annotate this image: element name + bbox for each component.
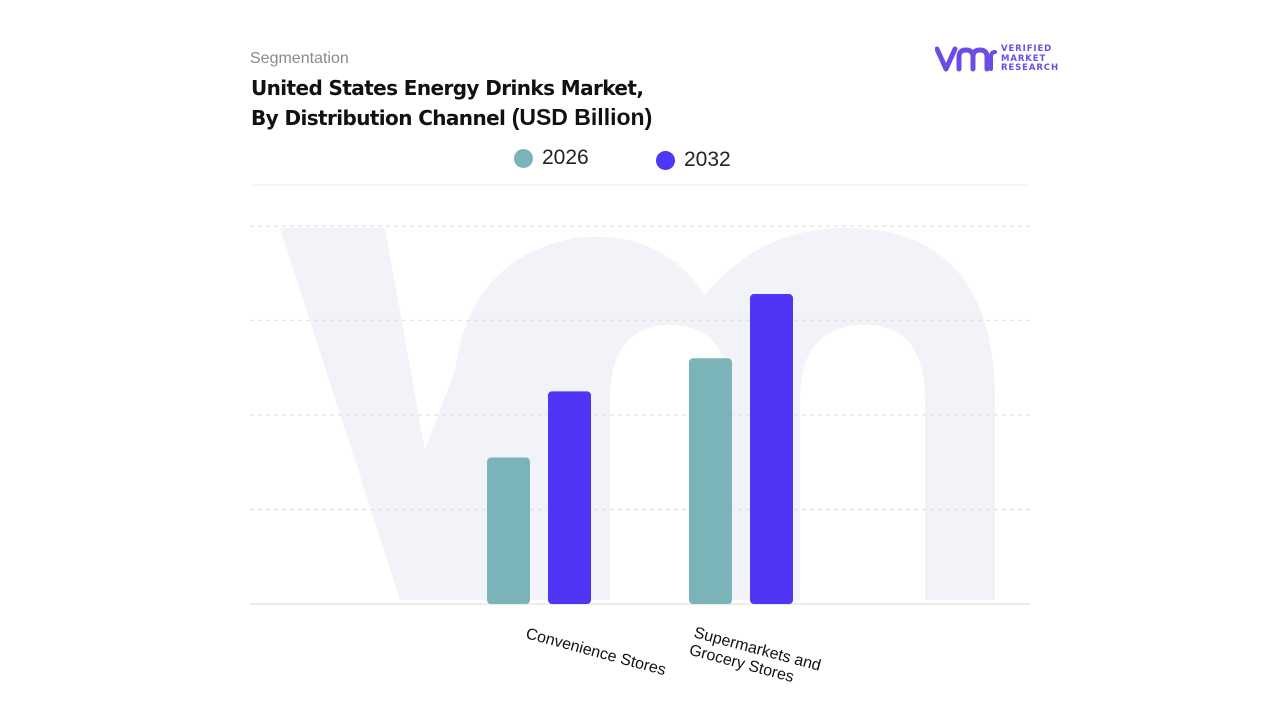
title-line-2: By Distribution Channel (USD Billion) [251, 103, 652, 133]
gridlines [250, 184, 1030, 605]
bar-2026-1 [689, 358, 732, 604]
x-tick-label-line: Convenience Stores [524, 625, 668, 679]
logo-line-1: VERIFIED [1001, 44, 1053, 54]
legend-swatch-2026 [514, 148, 533, 168]
watermark-shape [280, 228, 995, 600]
watermark [280, 228, 995, 600]
chart-title: United States Energy Drinks Market, By D… [251, 74, 652, 133]
x-tick-label-1: Supermarkets andGrocery Stores [687, 624, 822, 692]
legend-item-2032: 2032 [656, 148, 731, 172]
title-unit: (USD Billion) [511, 104, 653, 130]
vmr-logo-text: VERIFIED MARKET RESEARCH [1001, 44, 1059, 74]
legend-label-2032: 2032 [684, 148, 731, 171]
chart-legend: 2026 2032 [0, 146, 1280, 176]
bar-2026-0 [487, 457, 530, 604]
legend-label-2026: 2026 [542, 146, 589, 169]
legend-item-2026: 2026 [514, 146, 589, 170]
segment-label: Segmentation [250, 50, 349, 67]
logo-line-3: RESEARCH [1001, 63, 1059, 73]
bar-2032-1 [750, 294, 793, 604]
x-axis-labels: Convenience Stores Supermarkets andGrocer… [524, 624, 823, 692]
legend-swatch-2032 [656, 150, 675, 170]
logo-line-2: MARKET [1001, 53, 1047, 64]
title-line-2-text: By Distribution Channel [251, 106, 506, 130]
x-tick-label-0: Convenience Stores [524, 625, 668, 679]
bar-2032-0 [548, 391, 591, 604]
title-line-1: United States Energy Drinks Market, [251, 76, 644, 100]
bars [487, 294, 793, 604]
vmr-logo-icon [935, 46, 997, 72]
